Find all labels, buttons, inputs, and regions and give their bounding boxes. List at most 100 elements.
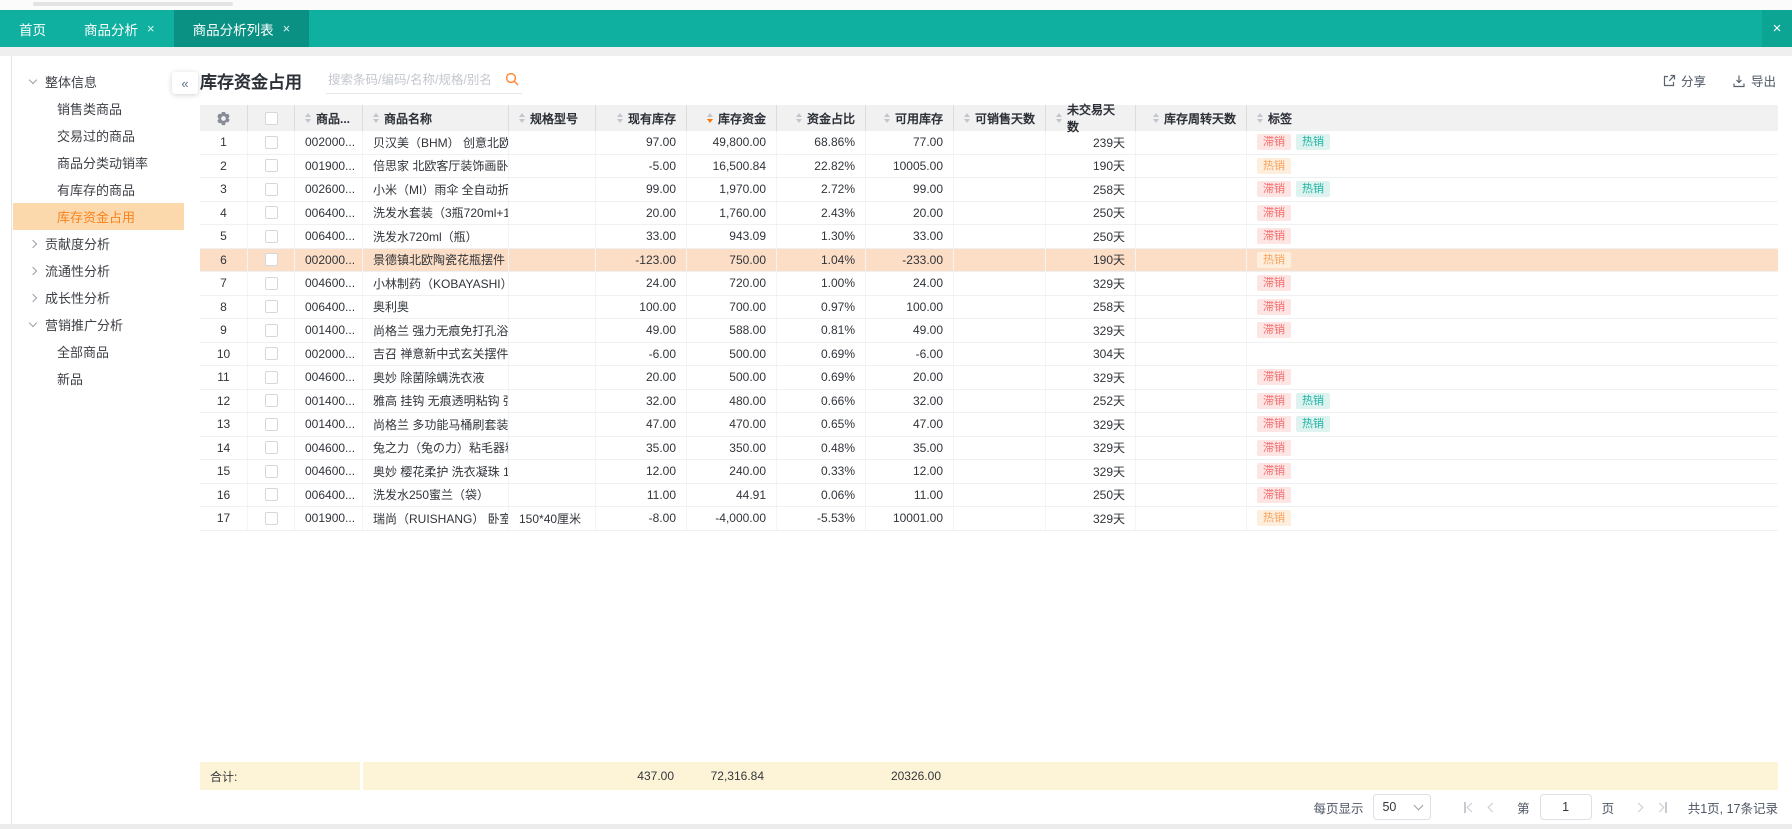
row-checkbox[interactable] <box>264 159 278 173</box>
table-row[interactable]: 15 004600... 奥妙 樱花柔护 洗衣凝珠 10 12.00 240.00 0.3… <box>200 460 1778 484</box>
table-row[interactable]: 14004600...兔之力（兔の力）粘毛器粘尘35.00350.000.48%… <box>200 436 1778 460</box>
cell-sale-days <box>954 248 1046 271</box>
sidebar-item-营销推广分析[interactable]: 营销推广分析 <box>13 311 186 338</box>
row-checkbox[interactable] <box>264 206 278 220</box>
sort-icon[interactable] <box>964 113 970 123</box>
sort-icon[interactable] <box>1152 113 1159 123</box>
tab-close-icon[interactable]: × <box>282 21 291 36</box>
row-checkbox[interactable] <box>264 417 278 431</box>
tab-首页[interactable]: 首页 <box>0 10 65 47</box>
cell-spec <box>509 366 596 389</box>
column-header-idle-days[interactable]: 未交易天数 <box>1046 103 1136 134</box>
column-header-spec[interactable]: 规格型号 <box>509 105 596 131</box>
column-header-ratio[interactable]: 资金占比 <box>777 105 866 131</box>
tab-商品分析[interactable]: 商品分析 × <box>65 10 174 47</box>
chevron-down-icon <box>1414 800 1424 810</box>
column-header-sale-days[interactable]: 可销售天数 <box>954 105 1046 131</box>
cell-code: 006400... <box>295 295 363 318</box>
sort-desc-icon[interactable] <box>706 113 713 123</box>
cell-ratio: 0.69% <box>777 366 866 389</box>
tag-stagnant: 滞销 <box>1257 416 1291 433</box>
last-page-button[interactable] <box>1649 801 1674 813</box>
column-header-avail[interactable]: 可用库存 <box>866 105 954 131</box>
table-row[interactable]: 2 001900...倍思家 北欧客厅装饰画卧室床头 -5.0016,500.842… <box>200 154 1778 178</box>
tab-close-icon[interactable]: × <box>147 21 155 36</box>
table-row[interactable]: 1 002000...贝汉美（BHM） 创意北欧陶瓷花瓶 97.0049,800.0… <box>200 131 1778 155</box>
sort-icon[interactable] <box>795 113 802 123</box>
sidebar-item-交易过的商品[interactable]: 交易过的商品 <box>13 122 186 149</box>
table-row[interactable]: 13 001400... 尚格兰 多功能马桶刷套装 免 47.00 470.00 0.65… <box>200 413 1778 437</box>
column-header-turn-days[interactable]: 库存周转天数 <box>1136 105 1247 131</box>
row-checkbox[interactable] <box>264 135 278 149</box>
row-checkbox[interactable] <box>264 300 278 314</box>
sort-icon[interactable] <box>373 113 379 123</box>
cell-spec <box>509 436 596 459</box>
table-row[interactable]: 11 004600... 奥妙 除菌除螨洗衣液 20.00 500.00 0.69% 20.… <box>200 366 1778 390</box>
column-header-name[interactable]: 商品名称 <box>363 105 509 131</box>
per-page-select[interactable]: 50 <box>1373 794 1432 820</box>
table-row[interactable]: 16 006400... 洗发水250蜜兰（袋） 11.00 44.91 0.06% 11.… <box>200 483 1778 507</box>
table-row[interactable]: 8 006400... 奥利奥 100.00 700.00 0.97% 100.00 258天… <box>200 295 1778 319</box>
row-checkbox[interactable] <box>264 347 278 361</box>
table-row[interactable]: 4006400...洗发水套装（3瓶720ml+1瓶）20.001,760.00… <box>200 201 1778 225</box>
row-checkbox[interactable] <box>264 441 278 455</box>
cell-code: 001900... <box>295 154 363 177</box>
sidebar-item-贡献度分析[interactable]: 贡献度分析 <box>13 230 186 257</box>
row-checkbox[interactable] <box>264 276 278 290</box>
sidebar-item-流通性分析[interactable]: 流通性分析 <box>13 257 186 284</box>
sort-icon[interactable] <box>519 113 525 123</box>
share-button[interactable]: 分享 <box>1662 71 1706 90</box>
sort-icon[interactable] <box>883 113 890 123</box>
row-checkbox[interactable] <box>264 253 278 267</box>
row-checkbox[interactable] <box>264 182 278 196</box>
table-row[interactable]: 6 002000...景德镇北欧陶瓷花瓶摆件 仿真 -123.00750.001.0… <box>200 248 1778 272</box>
tag-stagnant: 滞销 <box>1257 275 1291 292</box>
next-page-button[interactable] <box>1628 802 1649 812</box>
column-settings-button[interactable] <box>200 105 248 131</box>
column-header-code[interactable]: 商品... <box>295 105 363 131</box>
sort-icon[interactable] <box>616 113 623 123</box>
select-all-checkbox[interactable] <box>264 111 278 125</box>
column-header-fund[interactable]: 库存资金 <box>687 105 777 131</box>
row-checkbox[interactable] <box>264 370 278 384</box>
table-row[interactable]: 7004600...小林制药（KOBAYASHI）日24.00720.001.0… <box>200 272 1778 296</box>
tab-商品分析列表[interactable]: 商品分析列表 × <box>173 10 310 47</box>
page-number-input[interactable] <box>1539 794 1592 820</box>
sidebar-item-库存资金占用[interactable]: 库存资金占用 <box>13 203 184 230</box>
sidebar-item-成长性分析[interactable]: 成长性分析 <box>13 284 186 311</box>
sort-icon[interactable] <box>1257 113 1263 123</box>
export-button[interactable]: 导出 <box>1732 71 1776 90</box>
row-checkbox[interactable] <box>264 323 278 337</box>
cell-idle-days: 329天 <box>1046 319 1136 342</box>
prev-page-button[interactable] <box>1482 802 1503 812</box>
table-row[interactable]: 17 001900... 瑞尚（RUISHANG） 卧室装 150*40厘米 -8.00… <box>200 507 1778 531</box>
column-header-stock[interactable]: 现有库存 <box>596 105 687 131</box>
close-page-button[interactable]: × <box>1762 10 1792 47</box>
table-row[interactable]: 5 006400... 洗发水720ml（瓶） 33.00 943.09 1.30% 33.… <box>200 225 1778 249</box>
row-checkbox[interactable] <box>264 488 278 502</box>
sidebar-collapse-button[interactable]: « <box>172 72 198 94</box>
chevron-left-icon <box>1487 802 1498 812</box>
row-checkbox[interactable] <box>264 511 278 525</box>
first-page-button[interactable] <box>1457 801 1482 813</box>
row-checkbox[interactable] <box>264 394 278 408</box>
sidebar-item-整体信息[interactable]: 整体信息 <box>13 68 186 95</box>
search-input[interactable] <box>326 67 522 93</box>
column-header-tags[interactable]: 标签 <box>1247 105 1778 131</box>
sidebar-item-全部商品[interactable]: 全部商品 <box>13 338 186 365</box>
sidebar-item-商品分类动销率[interactable]: 商品分类动销率 <box>13 149 186 176</box>
row-checkbox[interactable] <box>264 464 278 478</box>
row-checkbox[interactable] <box>264 229 278 243</box>
sidebar-item-新品[interactable]: 新品 <box>13 365 186 392</box>
search-icon[interactable] <box>504 71 520 87</box>
sidebar-item-销售类商品[interactable]: 销售类商品 <box>13 95 186 122</box>
sort-icon[interactable] <box>1056 113 1062 123</box>
sidebar-item-有库存的商品[interactable]: 有库存的商品 <box>13 176 186 203</box>
tag-hot-orange: 热销 <box>1257 157 1291 174</box>
cell-stock: 33.00 <box>596 225 687 248</box>
sort-icon[interactable] <box>305 113 311 123</box>
